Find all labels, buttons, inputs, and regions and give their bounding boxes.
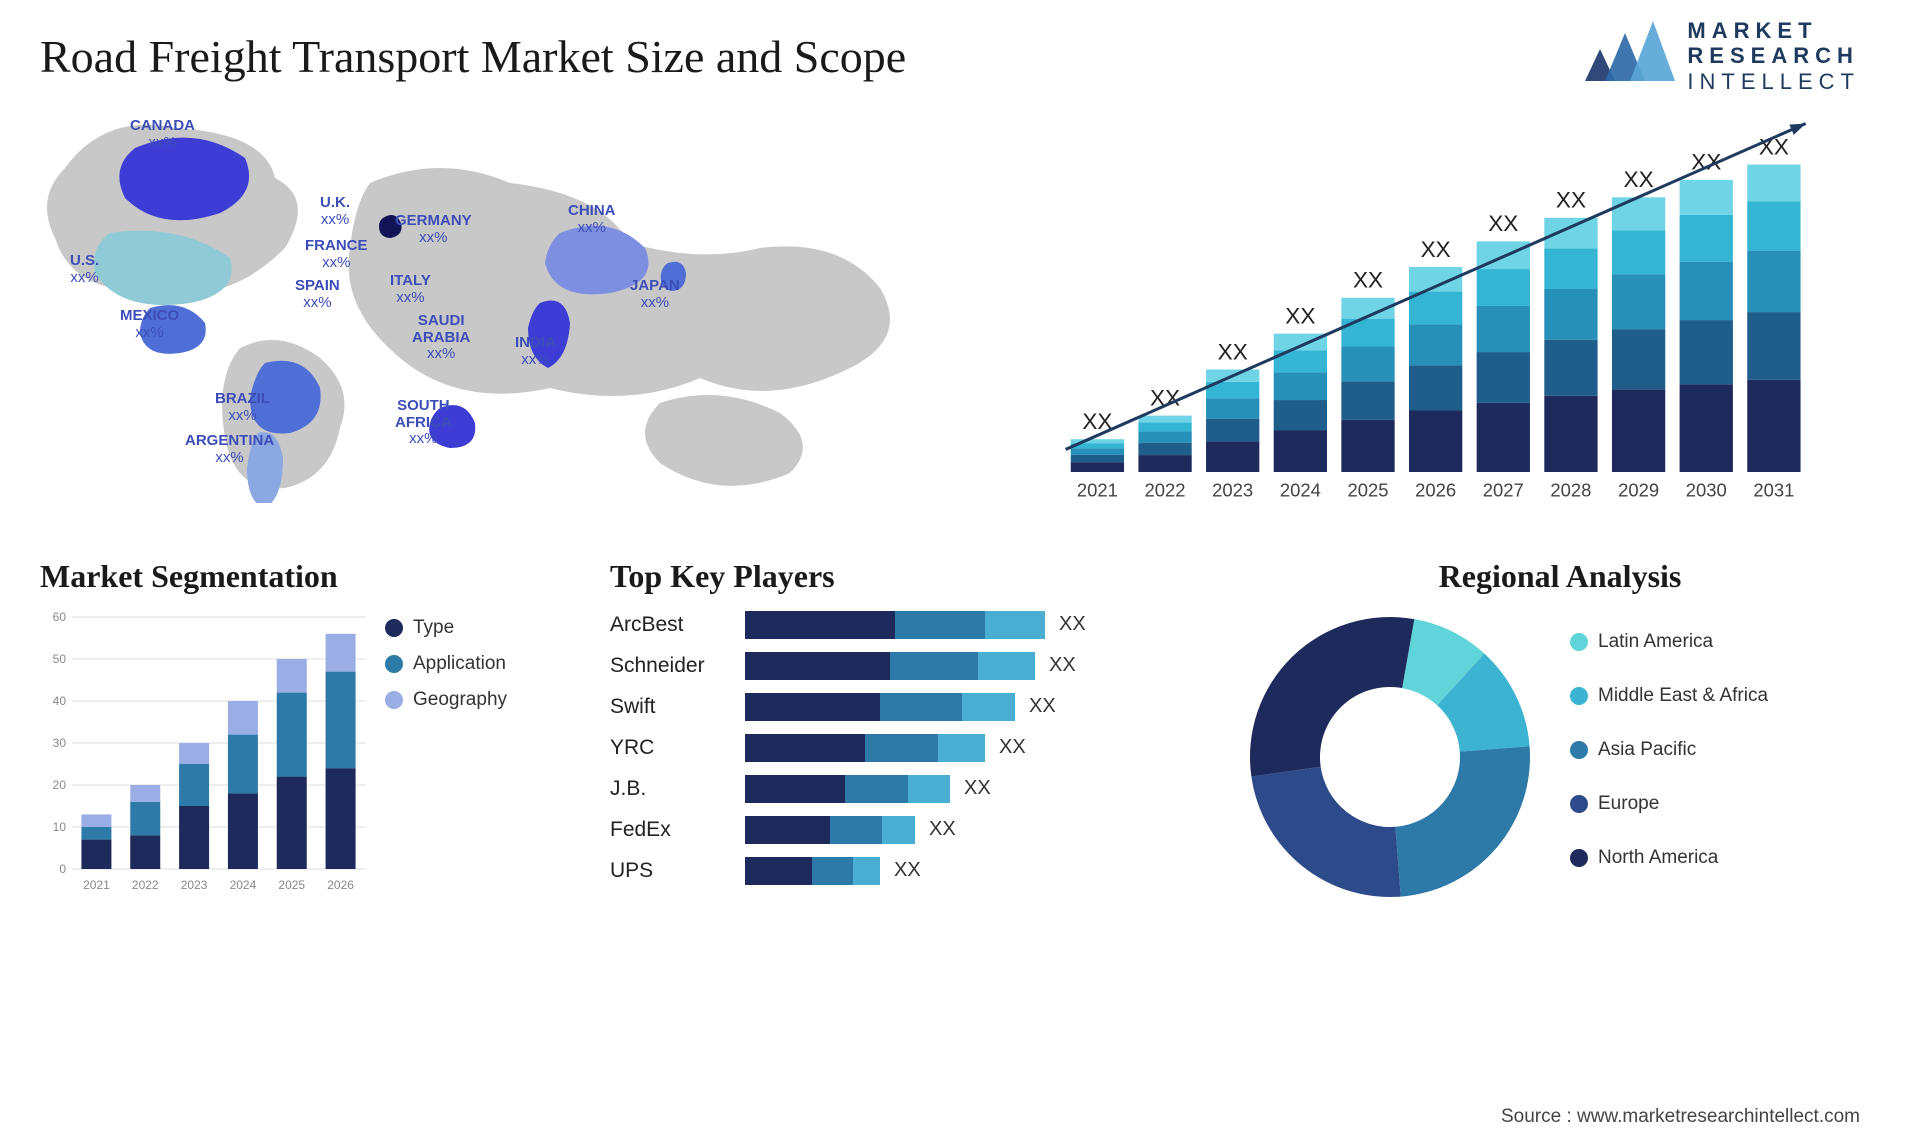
seg-legend-geography: Geography xyxy=(385,689,507,711)
key-players-section: Top Key Players ArcBestXXSchneiderXXSwif… xyxy=(610,558,1240,918)
player-row-ups: UPS XX xyxy=(610,853,1240,888)
svg-text:2026: 2026 xyxy=(327,878,354,892)
map-label-brazil: BRAZILxx% xyxy=(215,391,270,424)
region-legend-asia-pacific: Asia Pacific xyxy=(1570,739,1768,761)
segmentation-chart: 0 10 20 30 40 50 60 2021 2022 2023 2024 2025 2026 xyxy=(40,607,370,897)
map-label-south-nafrica: SOUTHAFRICAxx% xyxy=(395,398,452,448)
svg-text:XX: XX xyxy=(1488,211,1518,236)
player-name: YRC xyxy=(610,736,745,760)
player-value: XX xyxy=(929,818,956,841)
svg-text:10: 10 xyxy=(53,820,67,834)
svg-text:2027: 2027 xyxy=(1483,480,1524,501)
player-value: XX xyxy=(894,859,921,882)
logo-line1: MARKET xyxy=(1687,18,1860,43)
svg-text:2030: 2030 xyxy=(1686,480,1727,501)
svg-text:2023: 2023 xyxy=(1212,480,1253,501)
svg-text:XX: XX xyxy=(1556,188,1586,213)
map-label-germany: GERMANYxx% xyxy=(395,213,472,246)
brand-logo: MARKET RESEARCH INTELLECT xyxy=(1585,18,1860,94)
svg-text:2029: 2029 xyxy=(1618,480,1659,501)
svg-text:XX: XX xyxy=(1285,303,1315,328)
svg-text:30: 30 xyxy=(53,736,67,750)
svg-text:60: 60 xyxy=(53,610,67,624)
map-label-saudi-narabia: SAUDIARABIAxx% xyxy=(412,313,470,363)
region-legend-europe: Europe xyxy=(1570,793,1768,815)
map-label-italy: ITALYxx% xyxy=(390,273,431,306)
svg-text:XX: XX xyxy=(1353,268,1383,293)
source-text: Source : www.marketresearchintellect.com xyxy=(1501,1106,1860,1128)
player-value: XX xyxy=(1029,695,1056,718)
segmentation-title: Market Segmentation xyxy=(40,558,610,595)
map-label-u-k-: U.K.xx% xyxy=(320,195,350,228)
svg-text:XX: XX xyxy=(1218,339,1248,364)
player-row-yrc: YRC XX xyxy=(610,730,1240,765)
player-row-swift: Swift XX xyxy=(610,689,1240,724)
logo-icon xyxy=(1585,21,1675,91)
region-legend-latin-america: Latin America xyxy=(1570,631,1768,653)
region-legend-north-america: North America xyxy=(1570,847,1768,869)
segmentation-section: Market Segmentation 0 10 20 30 40 50 60 2021 202… xyxy=(40,558,610,918)
logo-line2: RESEARCH xyxy=(1687,43,1860,68)
seg-legend-type: Type xyxy=(385,617,507,639)
svg-text:2026: 2026 xyxy=(1415,480,1456,501)
player-name: ArcBest xyxy=(610,613,745,637)
player-row-arcbest: ArcBest XX xyxy=(610,607,1240,642)
svg-text:50: 50 xyxy=(53,652,67,666)
player-row-schneider: Schneider XX xyxy=(610,648,1240,683)
seg-legend-application: Application xyxy=(385,653,507,675)
player-name: FedEx xyxy=(610,818,745,842)
svg-text:2023: 2023 xyxy=(181,878,208,892)
map-label-mexico: MEXICOxx% xyxy=(120,308,179,341)
player-value: XX xyxy=(1049,654,1076,677)
player-name: UPS xyxy=(610,859,745,883)
map-label-india: INDIAxx% xyxy=(515,335,556,368)
svg-text:2025: 2025 xyxy=(278,878,305,892)
players-title: Top Key Players xyxy=(610,558,1240,595)
svg-text:2024: 2024 xyxy=(230,878,257,892)
regional-donut xyxy=(1240,607,1540,907)
map-label-japan: JAPANxx% xyxy=(630,278,680,311)
svg-text:2024: 2024 xyxy=(1280,480,1321,501)
svg-text:2021: 2021 xyxy=(83,878,110,892)
svg-text:40: 40 xyxy=(53,694,67,708)
world-map: CANADAxx% U.S.xx% MEXICOxx% BRAZILxx% ARGENT… xyxy=(40,103,980,513)
player-name: Swift xyxy=(610,695,745,719)
regional-title: Regional Analysis xyxy=(1240,558,1880,595)
svg-text:2021: 2021 xyxy=(1077,480,1118,501)
main-bar-chart: XX 2021 XX 2022 XX 2023 XX 2024 XX 2025 XX 2026 XX 20… xyxy=(980,103,1880,513)
map-label-china: CHINAxx% xyxy=(568,203,616,236)
svg-text:2025: 2025 xyxy=(1347,480,1388,501)
svg-text:0: 0 xyxy=(59,862,66,876)
svg-text:20: 20 xyxy=(53,778,67,792)
player-value: XX xyxy=(1059,613,1086,636)
svg-text:2031: 2031 xyxy=(1753,480,1794,501)
regional-section: Regional Analysis Latin America Middle Ea… xyxy=(1240,558,1880,918)
svg-text:2022: 2022 xyxy=(1145,480,1186,501)
segmentation-legend: Type Application Geography xyxy=(370,607,507,897)
map-label-argentina: ARGENTINAxx% xyxy=(185,433,274,466)
player-value: XX xyxy=(999,736,1026,759)
svg-text:XX: XX xyxy=(1421,237,1451,262)
player-name: J.B. xyxy=(610,777,745,801)
map-label-canada: CANADAxx% xyxy=(130,118,195,151)
player-value: XX xyxy=(964,777,991,800)
map-label-france: FRANCExx% xyxy=(305,238,368,271)
svg-text:2022: 2022 xyxy=(132,878,159,892)
player-name: Schneider xyxy=(610,654,745,678)
map-label-spain: SPAINxx% xyxy=(295,278,340,311)
logo-line3: INTELLECT xyxy=(1687,69,1860,94)
svg-text:2028: 2028 xyxy=(1550,480,1591,501)
players-chart: ArcBestXXSchneiderXXSwiftXXYRCXXJ.B.XXFe… xyxy=(610,607,1240,888)
svg-text:XX: XX xyxy=(1624,167,1654,192)
map-label-u-s-: U.S.xx% xyxy=(70,253,99,286)
player-row-jb: J.B. XX xyxy=(610,771,1240,806)
region-legend-middle-east-africa: Middle East & Africa xyxy=(1570,685,1768,707)
player-row-fedex: FedEx XX xyxy=(610,812,1240,847)
regional-legend: Latin America Middle East & Africa Asia Pa… xyxy=(1570,631,1768,883)
